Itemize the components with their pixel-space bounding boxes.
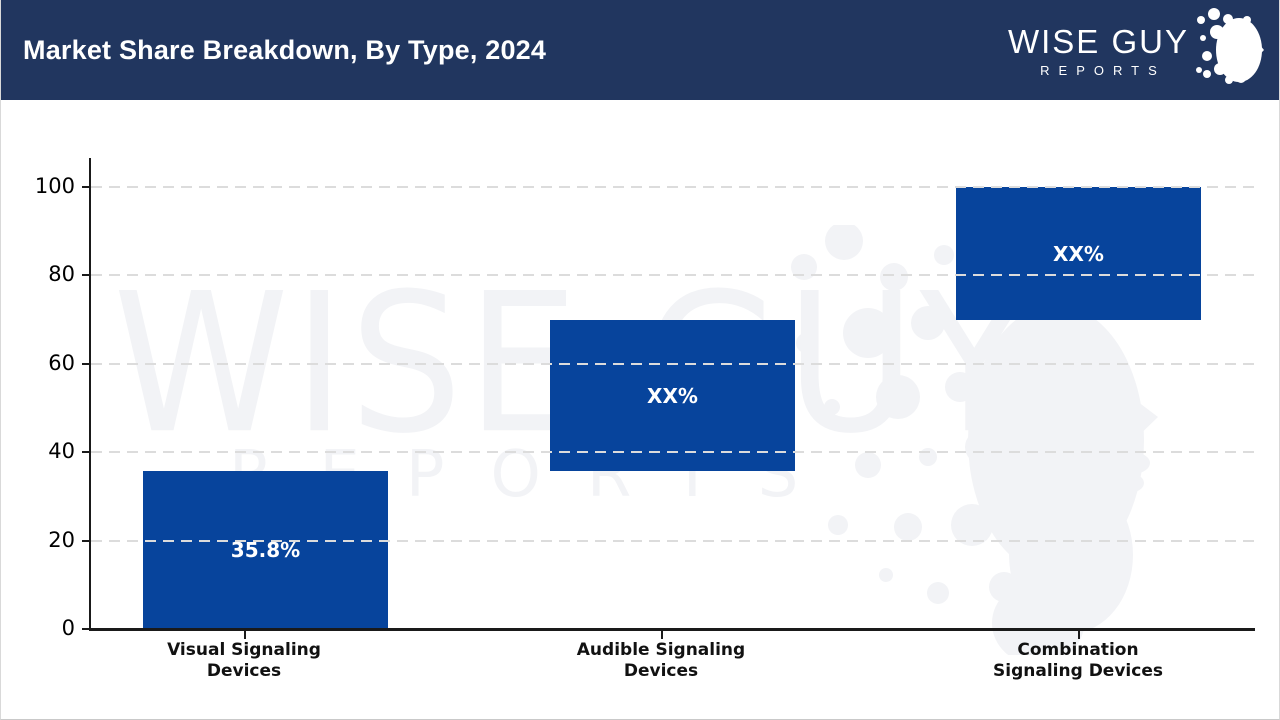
category-label: Combination Signaling Devices [993, 640, 1163, 681]
y-tick-0 [82, 628, 89, 630]
y-tick-label-0: 0 [61, 616, 75, 640]
y-tick-label-80: 80 [48, 262, 75, 287]
x-tick-2 [1078, 630, 1080, 639]
y-tick-label-20: 20 [48, 527, 75, 552]
logo-text: WISE GUY REPORTS [1008, 23, 1189, 78]
bar-segment: XX% [956, 187, 1201, 321]
y-tick-60 [82, 362, 89, 365]
bar-value-label: XX% [1053, 241, 1104, 266]
logo-wordmark: WISE GUY [1007, 22, 1189, 60]
gridline-20 [91, 539, 1254, 542]
y-tick-40 [82, 451, 89, 454]
gridline-100 [91, 186, 1254, 188]
category-label: Audible Signaling Devices [576, 640, 746, 681]
header-bar: Market Share Breakdown, By Type, 2024 WI… [1, 0, 1279, 100]
x-axis-line [89, 628, 1255, 631]
x-tick-0 [244, 630, 246, 639]
dotted-head-profile-icon [1196, 8, 1264, 84]
bar-segment: XX% [550, 320, 795, 471]
bar-value-label: 35.8% [230, 537, 301, 562]
y-tick-label-60: 60 [48, 350, 75, 375]
gridline-60 [91, 362, 1254, 365]
y-tick-100 [82, 186, 89, 188]
y-axis-line [89, 158, 91, 630]
y-tick-label-40: 40 [48, 439, 75, 464]
wise-guy-reports-logo: WISE GUY REPORTS [1008, 8, 1279, 92]
page-title: Market Share Breakdown, By Type, 2024 [23, 34, 547, 65]
y-tick-label-100: 100 [34, 174, 75, 198]
gridline-80 [91, 274, 1254, 277]
category-label: Visual Signaling Devices [167, 640, 321, 681]
watermark-head-icon [791, 225, 1158, 655]
bar-value-label: XX% [647, 383, 698, 408]
gridline-40 [91, 451, 1254, 454]
logo-subtitle: REPORTS [1040, 62, 1166, 78]
bar-segment: 35.8% [143, 470, 388, 629]
x-tick-1 [661, 630, 663, 639]
y-tick-80 [82, 274, 89, 277]
y-tick-20 [82, 539, 89, 542]
